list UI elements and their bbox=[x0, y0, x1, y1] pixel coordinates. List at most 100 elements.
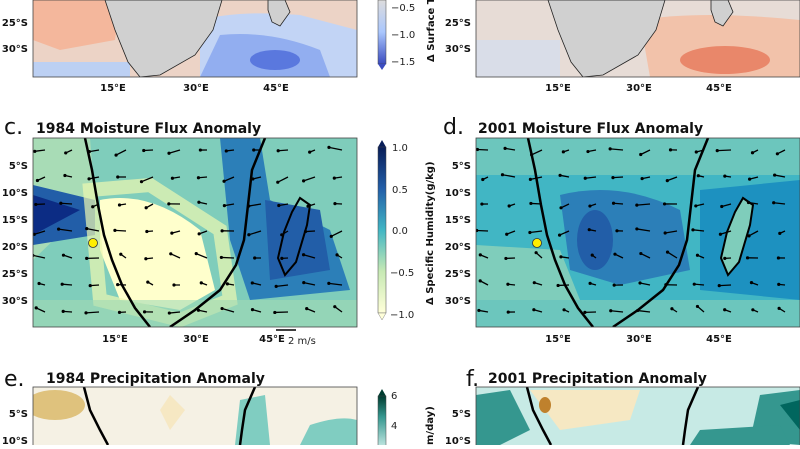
quiver-arrowhead bbox=[167, 152, 170, 155]
colorbar-tick: −1.5 bbox=[391, 57, 415, 68]
lat-label: 15°S bbox=[2, 215, 28, 226]
panel-c: c. 1984 Moisture Flux Anomaly 5°S10°S15°… bbox=[2, 115, 436, 347]
quiver-arrowhead bbox=[586, 150, 589, 153]
quiver-arrow bbox=[61, 203, 72, 204]
quiver-arrowhead bbox=[609, 309, 612, 312]
quiver-arrowhead bbox=[277, 149, 280, 152]
quiver-arrowhead bbox=[59, 202, 62, 205]
quiver-arrowhead bbox=[197, 201, 200, 204]
quiver-arrowhead bbox=[308, 151, 311, 154]
colorbar-tick: 0.0 bbox=[392, 226, 408, 237]
quiver-arrowhead bbox=[89, 284, 92, 287]
quiver-arrowhead bbox=[477, 309, 480, 312]
quiver-arrowhead bbox=[302, 253, 305, 256]
quiver-arrowhead bbox=[304, 230, 307, 233]
quiver-arrowhead bbox=[333, 305, 336, 308]
quiver-arrowhead bbox=[273, 311, 276, 314]
quiver-arrowhead bbox=[167, 202, 170, 205]
quiver-arrowhead bbox=[85, 257, 88, 260]
quiver-arrowhead bbox=[777, 256, 780, 259]
quiver-arrowhead bbox=[505, 233, 508, 236]
lat-label: 10°S bbox=[445, 436, 471, 445]
quiver-arrowhead bbox=[222, 180, 225, 183]
quiver-arrowhead bbox=[302, 179, 305, 182]
quiver-arrowhead bbox=[35, 306, 38, 309]
quiver-arrowhead bbox=[87, 177, 90, 180]
quiver-arrowhead bbox=[694, 204, 697, 207]
quiver-arrowhead bbox=[252, 148, 255, 151]
quiver-arrowhead bbox=[481, 178, 484, 181]
lat-label: 25°S bbox=[445, 18, 471, 29]
quiver-arrowhead bbox=[716, 149, 719, 152]
quiver-arrowhead bbox=[693, 283, 696, 286]
quiver-arrowhead bbox=[641, 177, 644, 180]
quiver-arrowhead bbox=[562, 308, 565, 311]
quiver-arrowhead bbox=[142, 149, 145, 152]
quiver-arrowhead bbox=[275, 285, 278, 288]
quiver-arrow bbox=[86, 312, 99, 313]
quiver-arrowhead bbox=[666, 251, 669, 254]
quiver-arrowhead bbox=[718, 284, 721, 287]
quiver-arrowhead bbox=[529, 202, 532, 205]
lat-label: 25°S bbox=[445, 269, 471, 280]
panel-title: 2001 Precipitation Anomaly bbox=[488, 371, 707, 387]
quiver-key-label: 2 m/s bbox=[288, 336, 316, 347]
lon-label: 15°E bbox=[100, 83, 126, 94]
quiver-arrowhead bbox=[146, 281, 149, 284]
quiver-arrowhead bbox=[609, 147, 612, 150]
quiver-arrowhead bbox=[145, 206, 148, 209]
quiver-arrowhead bbox=[751, 151, 754, 154]
quiver-arrowhead bbox=[170, 232, 173, 235]
quiver-arrowhead bbox=[145, 230, 148, 233]
quiver-arrowhead bbox=[747, 201, 750, 204]
quiver-arrowhead bbox=[535, 251, 538, 254]
quiver-arrowhead bbox=[559, 255, 562, 258]
colorbar-tick: 4 bbox=[391, 421, 397, 432]
quiver-arrowhead bbox=[143, 310, 146, 313]
quiver-arrowhead bbox=[636, 309, 639, 312]
quiver-arrowhead bbox=[306, 205, 309, 208]
quiver-arrowhead bbox=[778, 232, 781, 235]
panel-a: 25°S 30°S 15°E 30°E 45°E −0.5 −1.0 −1.5 … bbox=[2, 0, 437, 94]
panel-e: e. 1984 Precipitation Anomaly 5°S 10°S 6… bbox=[2, 367, 436, 445]
panel-e-map bbox=[25, 387, 357, 445]
quiver-arrowhead bbox=[34, 203, 37, 206]
quiver-arrowhead bbox=[772, 201, 775, 204]
quiver-arrowhead bbox=[335, 253, 338, 256]
quiver-arrowhead bbox=[327, 146, 330, 149]
quiver-arrowhead bbox=[559, 206, 562, 209]
lat-label: 25°S bbox=[2, 18, 28, 29]
lat-label: 30°S bbox=[2, 296, 28, 307]
quiver-arrowhead bbox=[639, 252, 642, 255]
quiver-arrowhead bbox=[169, 252, 172, 255]
quiver-arrowhead bbox=[64, 151, 67, 154]
quiver-arrowhead bbox=[695, 150, 698, 153]
colorbar-label: m/day) bbox=[425, 406, 436, 445]
quiver-arrowhead bbox=[696, 305, 699, 308]
quiver-arrowhead bbox=[584, 177, 587, 180]
quiver-arrowhead bbox=[723, 257, 726, 260]
quiver-arrowhead bbox=[719, 233, 722, 236]
quiver-arrowhead bbox=[562, 150, 565, 153]
colorbar-surface-temp: −0.5 −1.0 −1.5 Δ Surface T bbox=[378, 0, 437, 70]
panel-b: 25°S 30°S 15°E 30°E 45°E bbox=[445, 0, 800, 94]
quiver-arrowhead bbox=[583, 311, 586, 314]
quiver-arrowhead bbox=[696, 254, 699, 257]
quiver-arrowhead bbox=[195, 252, 198, 255]
quiver-arrowhead bbox=[778, 307, 781, 310]
panel-title: 1984 Moisture Flux Anomaly bbox=[36, 121, 261, 137]
quiver-arrowhead bbox=[507, 310, 510, 313]
quiver-arrowhead bbox=[748, 178, 751, 181]
lat-label: 20°S bbox=[2, 242, 28, 253]
quiver-arrowhead bbox=[168, 311, 171, 314]
quiver-arrowhead bbox=[140, 180, 143, 183]
panel-d-map bbox=[475, 138, 800, 327]
quiver-arrow bbox=[531, 203, 542, 204]
quiver-arrowhead bbox=[333, 177, 336, 180]
quiver-arrowhead bbox=[635, 227, 638, 230]
colorbar-specific-humidity: 1.0 0.5 0.0 −0.5 −1.0 Δ Specific Humidit… bbox=[378, 140, 436, 321]
colorbar-tick: 6 bbox=[391, 391, 397, 402]
panel-title: 2001 Moisture Flux Anomaly bbox=[478, 121, 703, 137]
lon-label: 45°E bbox=[706, 334, 732, 345]
lon-label: 30°E bbox=[626, 334, 652, 345]
